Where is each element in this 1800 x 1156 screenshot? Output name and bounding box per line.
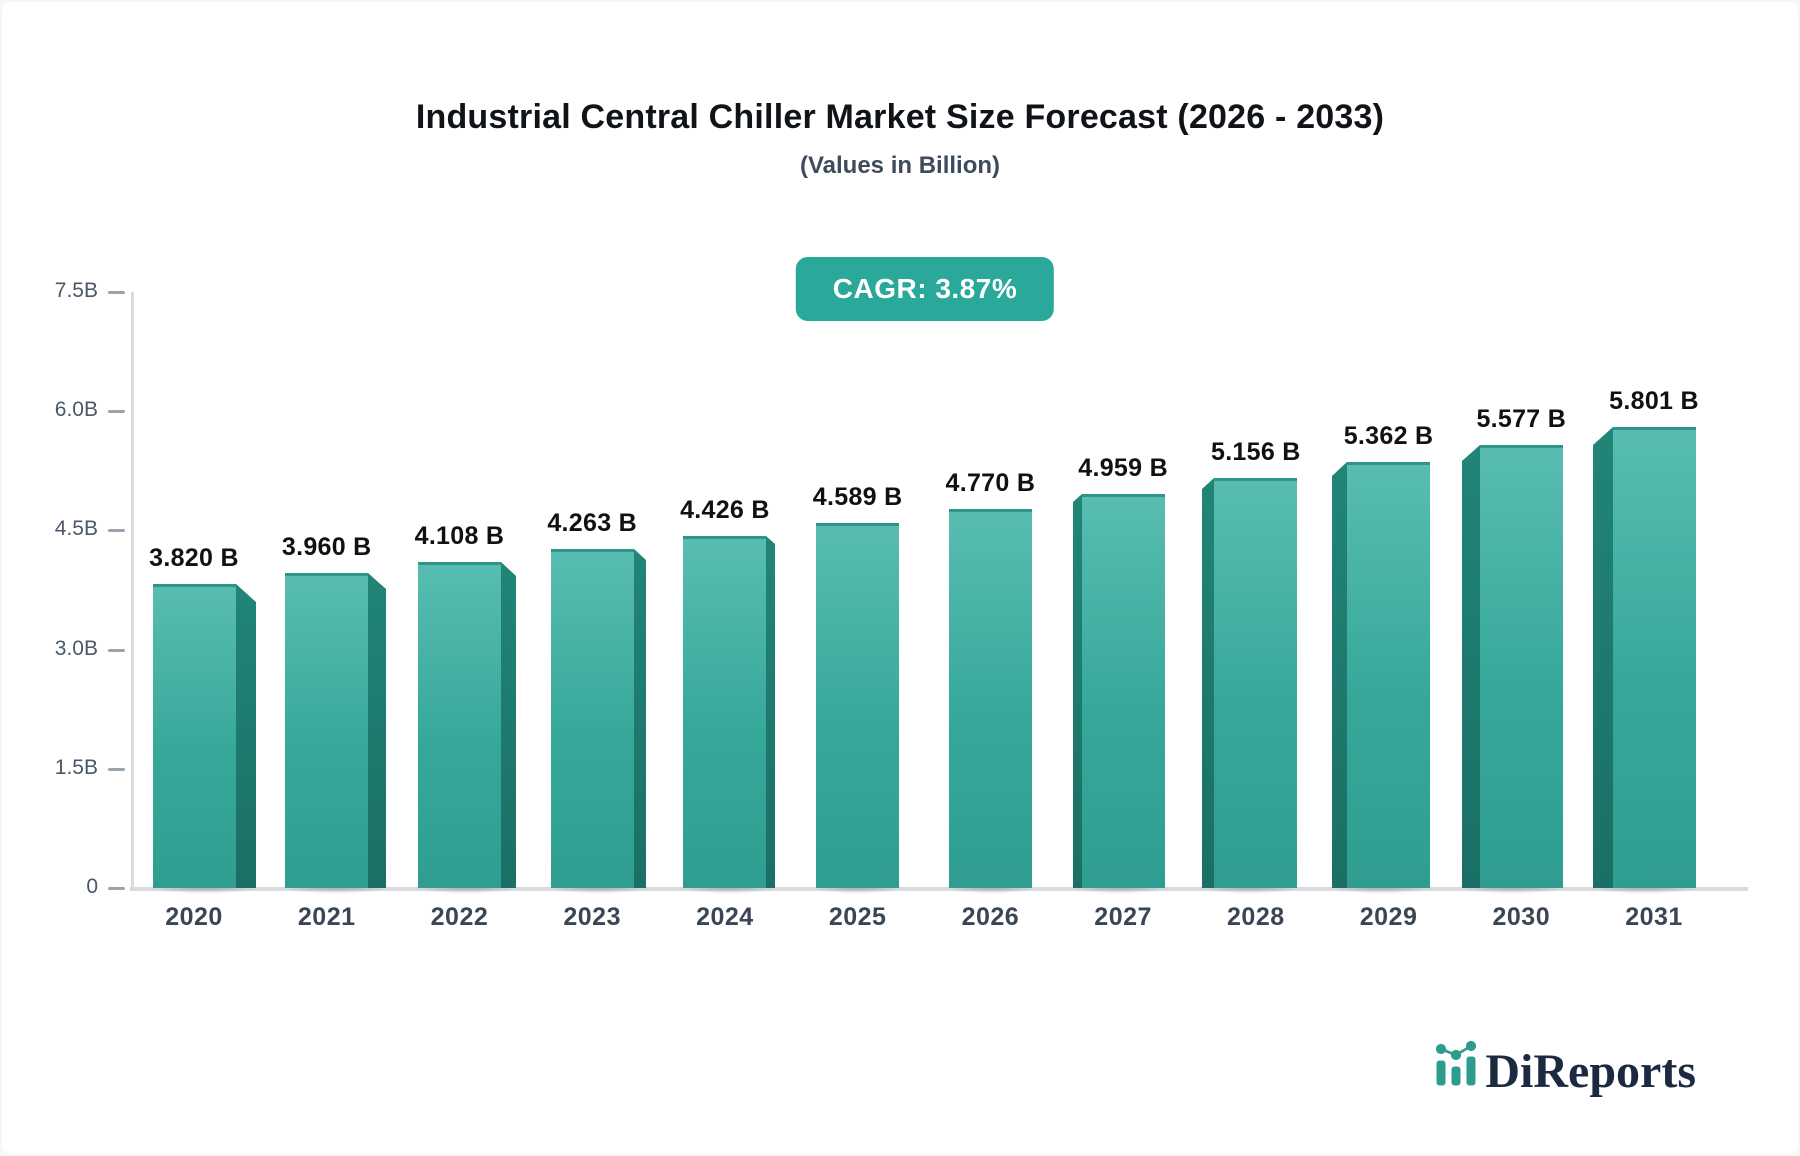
x-axis-label: 2028 <box>1227 903 1285 931</box>
x-axis-label: 2030 <box>1492 903 1551 931</box>
y-axis-tick <box>108 291 125 294</box>
bar-value-label: 5.801 B <box>1609 387 1699 415</box>
bar <box>1214 478 1297 888</box>
bar <box>153 584 236 888</box>
bar <box>1082 494 1165 888</box>
bar <box>551 549 634 888</box>
y-axis-tick <box>108 767 125 771</box>
y-axis-tick <box>108 529 125 533</box>
y-axis-tick <box>108 648 125 652</box>
x-axis-line <box>130 887 1748 891</box>
bar-3d-side <box>1073 494 1082 888</box>
bar-value-label: 4.263 B <box>547 509 638 537</box>
bar <box>683 536 766 888</box>
bar-3d-side <box>368 573 386 888</box>
x-axis-label: 2024 <box>696 903 754 931</box>
y-axis-label: 1.5B <box>54 755 98 779</box>
bar <box>1347 462 1430 888</box>
bar-value-label: 4.770 B <box>945 469 1036 497</box>
bar <box>1613 427 1696 888</box>
bar <box>418 562 501 888</box>
bar-value-label: 4.108 B <box>414 522 505 550</box>
x-axis-label: 2023 <box>563 903 621 931</box>
bar-value-label: 5.362 B <box>1343 422 1434 450</box>
bar <box>816 523 899 888</box>
x-axis-label: 2026 <box>961 903 1020 931</box>
x-axis-label: 2029 <box>1359 903 1418 931</box>
bar-value-label: 4.959 B <box>1078 454 1168 482</box>
bar-3d-side <box>1593 427 1613 888</box>
bar-3d-side <box>1202 478 1214 888</box>
logo-text: DiReports <box>1485 1044 1696 1098</box>
bar <box>1480 445 1563 888</box>
y-axis-label: 6.0B <box>54 398 98 422</box>
bar-3d-side <box>1462 445 1480 888</box>
x-axis-label: 2025 <box>828 903 887 931</box>
bar-value-label: 5.156 B <box>1210 438 1301 466</box>
y-axis-label: 3.0B <box>54 636 98 660</box>
direports-logo: DiReports <box>1433 1038 1696 1097</box>
y-axis-tick <box>108 887 125 890</box>
bar-3d-side <box>501 562 516 888</box>
bar <box>949 509 1032 888</box>
bar-3d-side <box>766 536 775 888</box>
y-axis-label: 7.5B <box>54 279 98 302</box>
bar-3d-side <box>1332 462 1347 888</box>
mini-bar-chart-icon <box>1436 1040 1477 1086</box>
bar-value-label: 3.820 B <box>149 544 239 572</box>
page-subtitle: (Values in Billion) <box>799 152 1001 179</box>
x-axis-label: 2022 <box>430 903 489 931</box>
y-axis-line <box>131 292 134 889</box>
bar-value-label: 4.426 B <box>680 496 770 524</box>
bar-3d-side <box>236 584 256 888</box>
x-axis-label: 2021 <box>297 903 356 931</box>
x-axis-label: 2031 <box>1625 903 1683 931</box>
x-axis-label: 2027 <box>1094 903 1152 931</box>
cagr-badge: CAGR: 3.87% <box>795 257 1055 321</box>
x-axis-label: 2020 <box>165 903 223 931</box>
bar <box>285 573 368 888</box>
y-axis-tick <box>108 410 125 414</box>
bar-3d-side <box>634 549 646 888</box>
bar-value-label: 3.960 B <box>281 533 372 561</box>
bar-value-label: 5.577 B <box>1476 405 1567 433</box>
bar-value-label: 4.589 B <box>812 483 903 511</box>
y-axis-label: 4.5B <box>54 517 98 541</box>
page-title: Industrial Central Chiller Market Size F… <box>415 98 1385 136</box>
y-axis-label: 0 <box>86 875 98 898</box>
